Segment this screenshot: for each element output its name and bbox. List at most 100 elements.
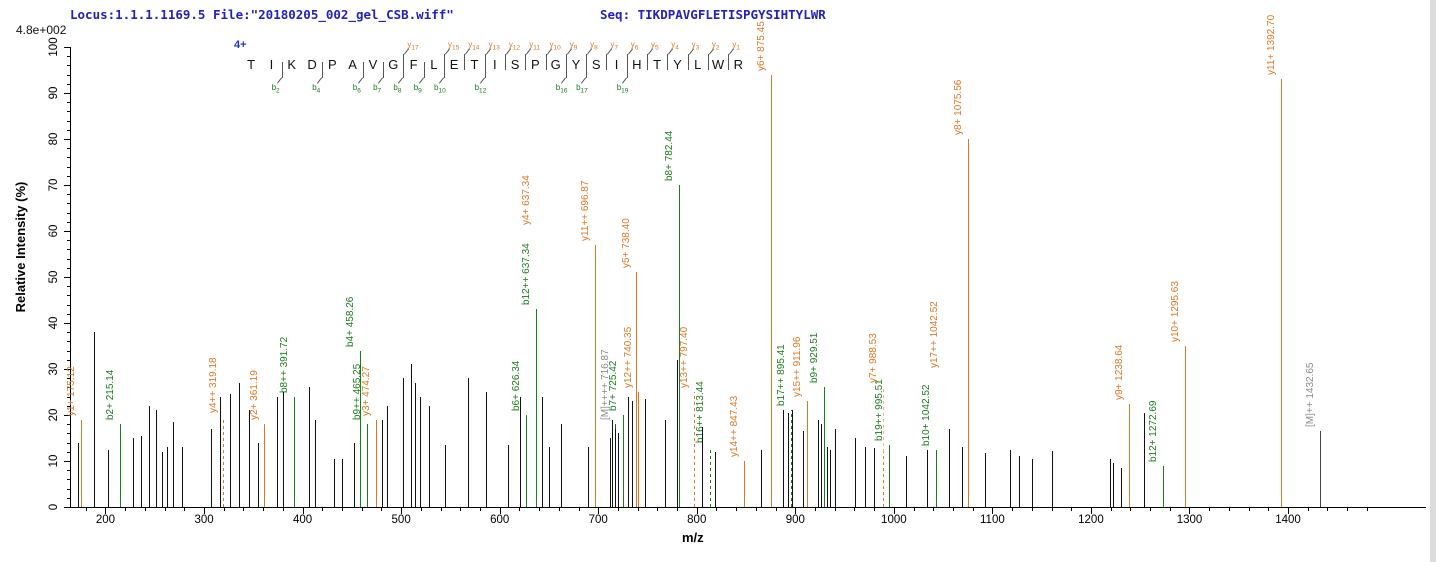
y-tick-label: 80 xyxy=(48,132,60,146)
b-ion-ladder-label: b4 xyxy=(312,83,321,95)
y-minor-tick xyxy=(67,295,71,297)
peak-label: y9+ 1238.64 xyxy=(1114,344,1126,400)
y-tick-label: 50 xyxy=(48,270,60,284)
y-major-tick xyxy=(64,277,71,278)
x-tick-label: 700 xyxy=(588,514,608,526)
ladder-residue: T xyxy=(653,57,662,72)
y-minor-tick xyxy=(67,350,71,352)
b-ion-hook xyxy=(357,77,363,84)
x-minor-tick xyxy=(677,507,679,511)
peak-label: y6+ 875.45 xyxy=(756,20,768,71)
peak-label: b12+ 1272.69 xyxy=(1147,400,1159,462)
peak-line xyxy=(803,431,805,507)
peak-line xyxy=(679,185,681,507)
x-tick-label: 800 xyxy=(687,514,707,526)
ladder-residue: T xyxy=(470,57,479,72)
x-minor-tick xyxy=(736,507,738,511)
peak-label: y13++ 797.40 xyxy=(679,326,691,388)
b-ion-cleavage-mark xyxy=(403,62,405,78)
peak-line xyxy=(771,74,773,507)
b-ion-hook xyxy=(479,77,485,84)
peak-line xyxy=(614,428,616,507)
y-ion-ladder-label: y2 xyxy=(711,40,720,52)
ladder-residue: P xyxy=(531,57,540,72)
x-axis-title: m/z xyxy=(682,530,704,545)
y-minor-tick xyxy=(67,488,71,490)
y-ion-cleavage-mark xyxy=(667,54,669,70)
peak-line xyxy=(588,447,590,507)
y-tick-label: 0 xyxy=(48,503,60,511)
y-ion-ladder-label: y13 xyxy=(488,40,500,52)
peak-line xyxy=(1162,465,1164,507)
peak-label: y11+ 1392.70 xyxy=(1265,15,1277,76)
x-minor-tick xyxy=(223,507,225,511)
spectrum-plot[interactable]: Relative Intensity (%) 4+ 200 300 400 500 60… xyxy=(13,15,1426,526)
y-minor-tick xyxy=(67,111,71,113)
y-ion-cleavage-mark xyxy=(707,54,709,70)
ladder-residue: Y xyxy=(673,57,682,72)
ladder-residue: T xyxy=(247,57,256,72)
window-right-edge xyxy=(1430,0,1436,562)
peak-line xyxy=(710,447,711,507)
peak-line xyxy=(334,458,336,507)
ladder-residue: S xyxy=(591,57,601,72)
ladder-residue: I xyxy=(269,57,274,72)
peak-line xyxy=(222,417,224,507)
b-ion-hook xyxy=(621,77,627,84)
x-tick-label: 300 xyxy=(194,514,214,526)
peak-line xyxy=(743,461,745,507)
y-tick-label: 30 xyxy=(48,362,60,376)
ladder-residue: G xyxy=(388,57,399,72)
peak-label: y10+ 1295.63 xyxy=(1170,281,1182,342)
peak-line xyxy=(507,444,509,507)
y-minor-tick xyxy=(67,240,71,242)
peak-line xyxy=(120,424,122,507)
b-ion-hook xyxy=(581,77,587,84)
x-minor-tick xyxy=(1307,507,1309,511)
max-intensity-label: 4.8e+002 xyxy=(16,23,67,37)
x-minor-tick xyxy=(775,507,777,511)
peak-line xyxy=(817,419,819,507)
precursor-charge-label: 4+ xyxy=(234,39,247,51)
y-minor-tick xyxy=(67,166,71,168)
peak-line xyxy=(80,419,82,507)
x-minor-tick xyxy=(1130,507,1132,511)
x-minor-tick xyxy=(460,507,462,511)
peak-label: b12++ 637.34 xyxy=(521,243,533,306)
x-minor-tick xyxy=(1169,507,1171,511)
x-minor-tick xyxy=(637,507,639,511)
peak-line xyxy=(1129,403,1131,507)
y-major-tick xyxy=(64,47,71,48)
x-major-tick xyxy=(1090,507,1092,514)
peak-line xyxy=(1185,346,1187,507)
y-ion-cleavage-mark xyxy=(647,54,648,70)
peak-line xyxy=(560,424,562,507)
b-ion-ladder-label: b7 xyxy=(373,83,382,95)
peak-label: y12++ 740.35 xyxy=(622,326,634,388)
peak-line xyxy=(826,447,828,507)
peak-line xyxy=(1019,456,1020,507)
x-tick-label: 1000 xyxy=(881,514,907,526)
peak-line xyxy=(219,396,221,507)
y-tick-label: 20 xyxy=(48,408,60,422)
peak-line xyxy=(542,396,544,507)
x-minor-tick xyxy=(972,507,974,511)
b-ion-hook xyxy=(418,77,424,84)
peak-line xyxy=(173,421,175,507)
x-minor-tick xyxy=(1347,507,1349,511)
peak-line xyxy=(1280,79,1282,507)
peak-line xyxy=(140,435,142,507)
y-major-tick xyxy=(64,369,71,370)
y-tick-label: 90 xyxy=(48,86,60,100)
peak-line xyxy=(375,419,377,507)
x-minor-tick xyxy=(913,507,915,511)
y-minor-tick xyxy=(67,304,71,306)
y-ion-ladder-label: y1 xyxy=(732,40,740,52)
x-minor-tick xyxy=(834,507,836,511)
peak-line xyxy=(927,449,929,507)
peak-label: b2+ 215.14 xyxy=(105,369,117,421)
ladder-residue: L xyxy=(430,57,438,72)
peak-line xyxy=(366,424,368,507)
y-major-tick xyxy=(64,93,71,94)
y-ion-cleavage-mark xyxy=(728,54,730,70)
